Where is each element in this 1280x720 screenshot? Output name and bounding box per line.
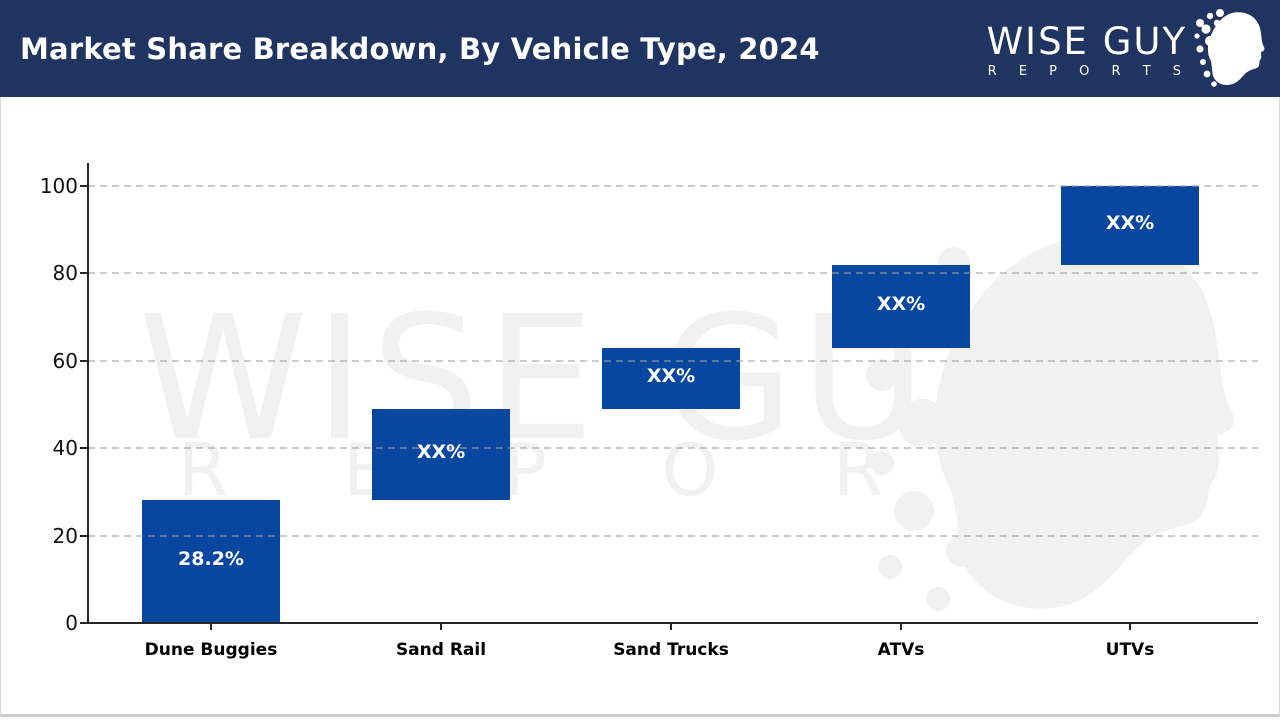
bar-value-label: XX%: [646, 365, 696, 388]
logo-text: WISE GUY R E P O R T S: [984, 19, 1190, 79]
logo-wordmark: WISE GUY: [986, 19, 1188, 63]
category-label-dune-buggies: Dune Buggies: [144, 640, 278, 660]
x-tick-mark: [210, 624, 212, 630]
gridline-20: [88, 534, 1258, 537]
y-tick-mark: [80, 447, 87, 450]
category-label-utvs: UTVs: [1105, 640, 1155, 660]
category-label-sand-trucks: Sand Trucks: [613, 640, 729, 660]
y-tick-mark: [80, 272, 87, 275]
y-tick-label: 0: [65, 611, 78, 635]
y-tick-label: 40: [52, 436, 78, 461]
y-tick-mark: [80, 534, 87, 537]
x-axis-line: [87, 622, 1258, 624]
y-tick-label: 20: [52, 523, 78, 548]
y-tick-mark: [80, 185, 87, 187]
bar-value-label: XX%: [1105, 212, 1155, 235]
category-label-sand-rail: Sand Rail: [395, 640, 487, 660]
page-title: Market Share Breakdown, By Vehicle Type,…: [20, 31, 820, 66]
x-tick-mark: [670, 624, 672, 630]
wiseguy-logo: WISE GUY R E P O R T S: [987, 8, 1266, 92]
bar-value-label: XX%: [416, 441, 466, 464]
y-axis-line: [87, 163, 89, 624]
x-tick-mark: [1129, 624, 1131, 630]
gridline-100: [88, 185, 1258, 187]
gridline-40: [88, 447, 1258, 450]
y-tick-label: 60: [52, 348, 78, 373]
gridline-60: [88, 359, 1258, 362]
header-bar: Market Share Breakdown, By Vehicle Type,…: [0, 0, 1280, 97]
wiseguy-face-icon: [1194, 9, 1265, 87]
bar-sand-rail: [372, 408, 510, 500]
bar-value-label: XX%: [876, 293, 926, 316]
bar-sand-trucks: [602, 347, 740, 409]
y-tick-mark: [80, 359, 87, 362]
y-tick-label: 100: [39, 174, 78, 198]
y-tick-label: 80: [52, 261, 78, 286]
bar-value-label: 28.2%: [178, 548, 244, 571]
y-tick-mark: [80, 622, 87, 624]
category-label-atvs: ATVs: [877, 640, 925, 660]
x-tick-mark: [440, 624, 442, 630]
logo-reports-label: R E P O R T S: [987, 63, 1190, 79]
x-tick-mark: [900, 624, 902, 630]
gridline-80: [88, 272, 1258, 275]
bar-dune-buggies: [142, 499, 280, 623]
